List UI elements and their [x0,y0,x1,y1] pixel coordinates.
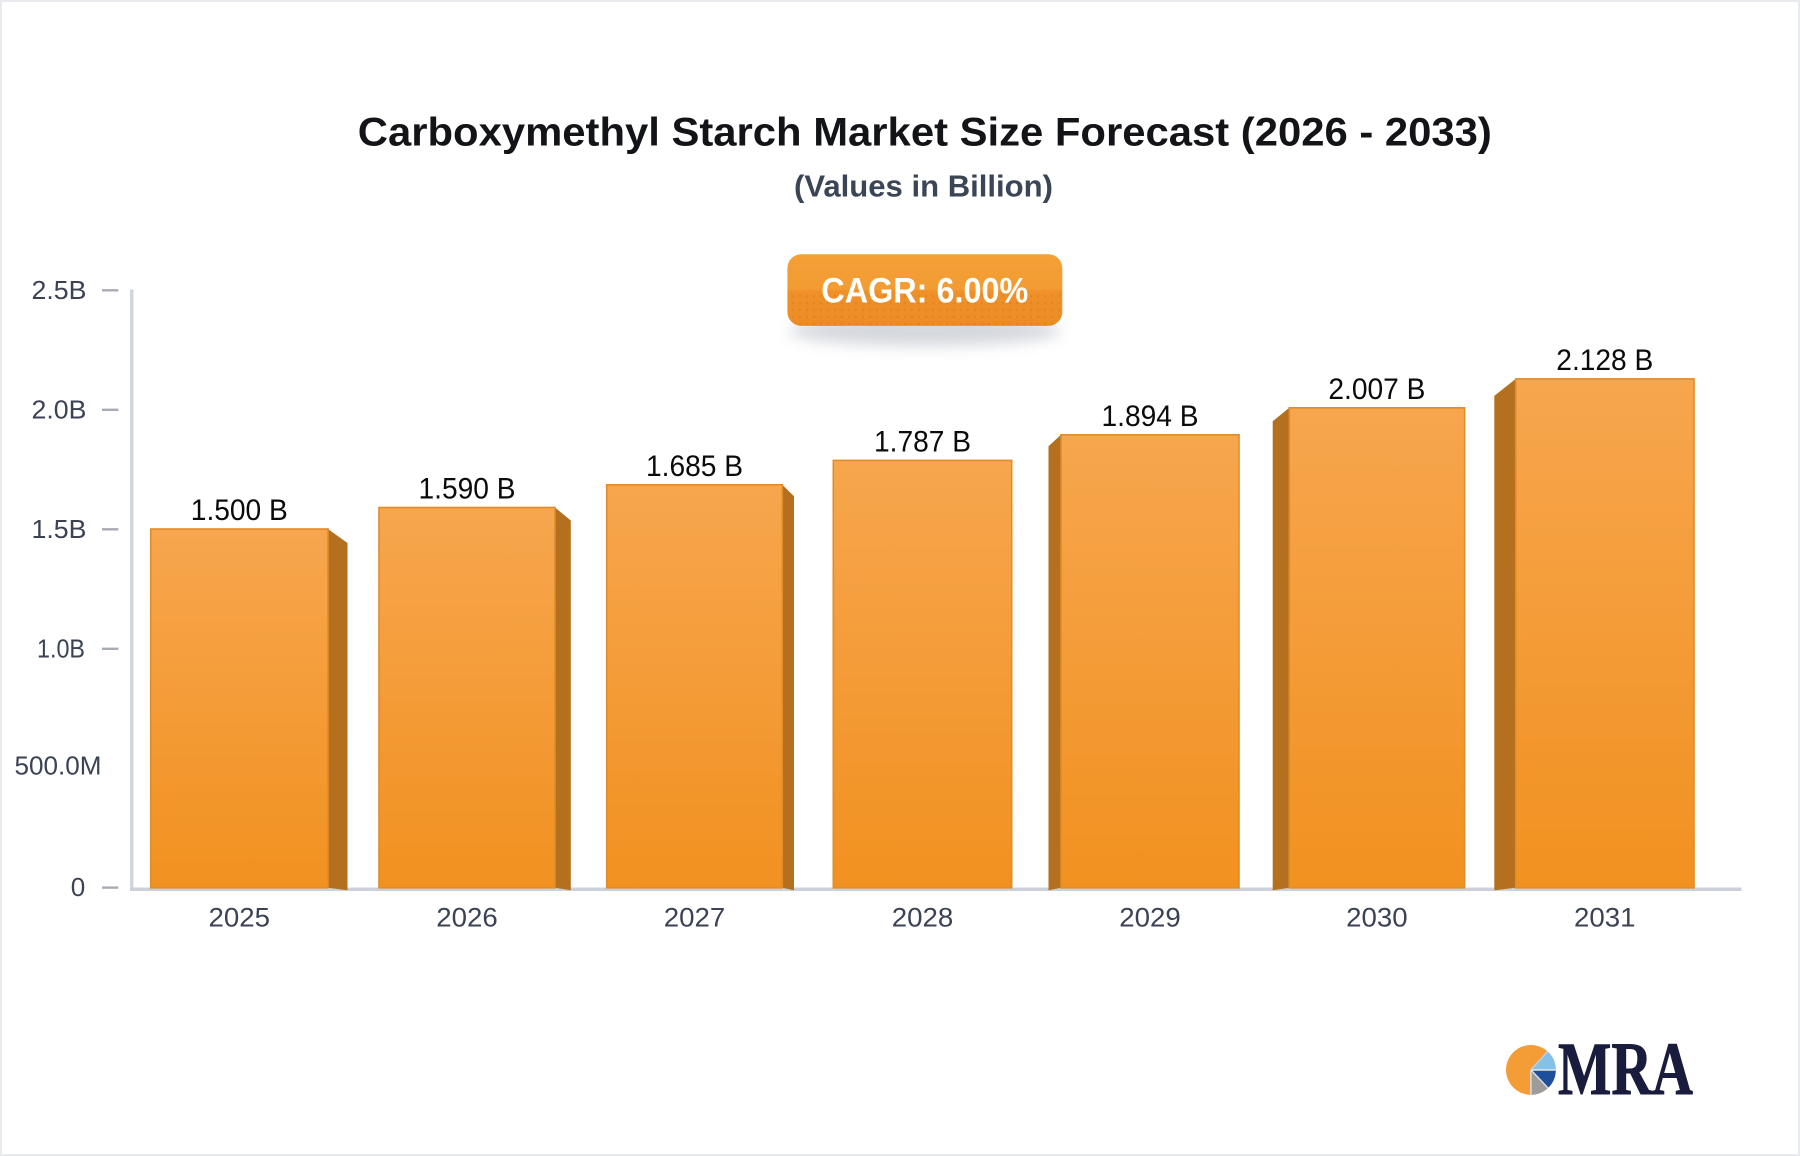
svg-text:2.128 B: 2.128 B [1556,344,1653,377]
svg-text:MRA: MRA [1558,1028,1693,1111]
svg-text:2030: 2030 [1346,903,1408,933]
svg-text:2.5B: 2.5B [32,275,87,305]
svg-text:1.894 B: 1.894 B [1102,400,1199,433]
svg-text:500.0M: 500.0M [15,751,102,781]
svg-text:2026: 2026 [436,903,498,933]
svg-text:0: 0 [71,872,86,902]
svg-text:1.5B: 1.5B [32,514,87,544]
svg-text:2025: 2025 [209,903,271,933]
svg-text:2029: 2029 [1119,903,1181,933]
svg-text:1.787 B: 1.787 B [874,425,971,458]
svg-text:CAGR: 6.00%: CAGR: 6.00% [821,272,1028,311]
svg-text:2031: 2031 [1574,903,1636,933]
svg-text:1.0B: 1.0B [37,634,85,664]
svg-text:2.007 B: 2.007 B [1328,373,1425,406]
svg-text:2028: 2028 [892,903,954,933]
svg-text:(Values in Billion): (Values in Billion) [794,169,1053,204]
svg-text:1.590 B: 1.590 B [419,473,516,506]
svg-text:2027: 2027 [664,903,726,933]
svg-text:2.0B: 2.0B [32,395,87,425]
svg-text:1.500 B: 1.500 B [191,494,288,527]
svg-text:1.685 B: 1.685 B [646,450,743,483]
svg-text:Carboxymethyl Starch Market Si: Carboxymethyl Starch Market Size Forecas… [358,111,1492,155]
